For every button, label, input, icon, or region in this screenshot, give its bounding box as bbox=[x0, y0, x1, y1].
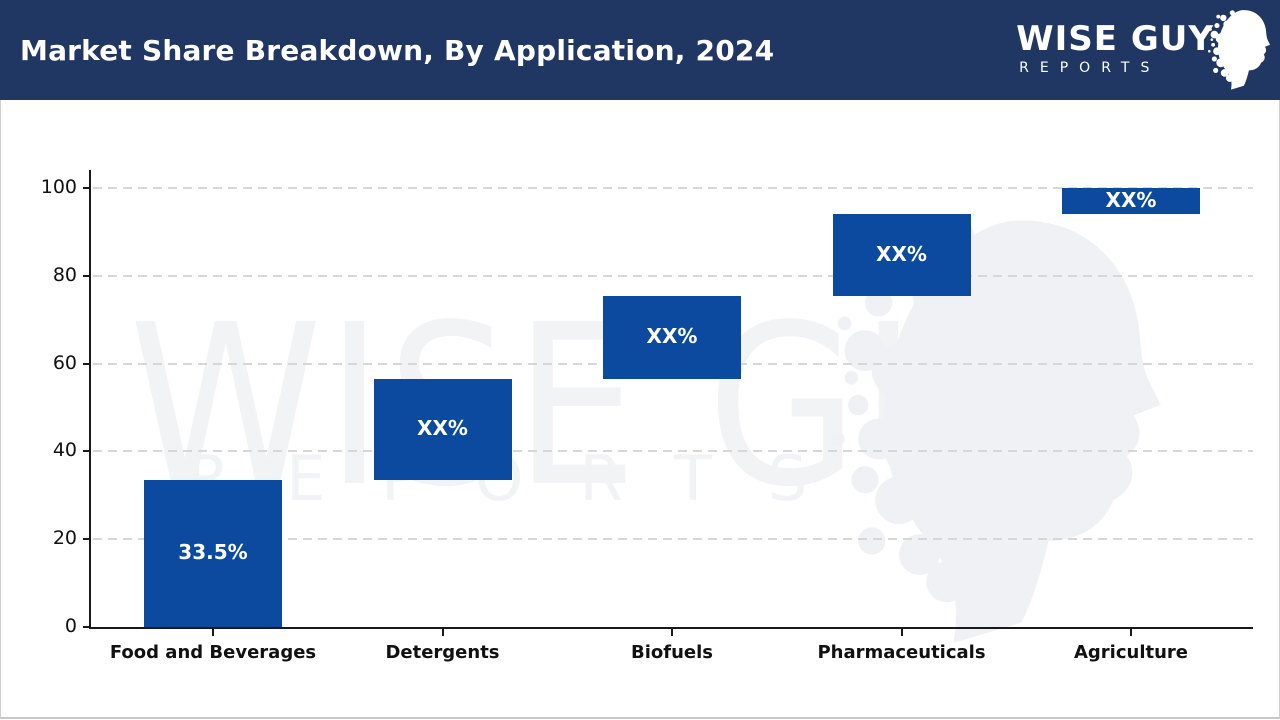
bar-value-label-detergents: XX% bbox=[417, 416, 468, 441]
wiseguy-logo-text: WISE GUY REPORTS bbox=[1016, 22, 1214, 76]
bar-food-and-beverages bbox=[144, 479, 282, 627]
y-tick-100 bbox=[83, 187, 91, 189]
x-tick-agriculture bbox=[1130, 629, 1132, 636]
axis-left-spine bbox=[89, 170, 91, 629]
x-tick-label-detergents: Detergents bbox=[385, 642, 500, 663]
y-tick-80 bbox=[83, 274, 91, 277]
logo-sub-label: REPORTS bbox=[1019, 60, 1161, 76]
x-tick-label-agriculture: Agriculture bbox=[1073, 642, 1189, 663]
header-bar: Market Share Breakdown, By Application, … bbox=[0, 0, 1280, 100]
bar-detergents bbox=[373, 378, 512, 480]
bar-value-label-agriculture: XX% bbox=[1105, 188, 1157, 213]
plot-area: WISE GUY REPORTS 0 20 40 60 80 100 33.5% Food a… bbox=[0, 100, 1280, 719]
logo-name-label: WISE GUY bbox=[1016, 19, 1214, 59]
bar-value-label-pharmaceuticals: XX% bbox=[876, 241, 927, 266]
y-tick-label-0: 0 bbox=[64, 615, 77, 637]
x-tick-food-and-beverages bbox=[212, 629, 214, 636]
y-tick-label-80: 80 bbox=[52, 263, 77, 286]
x-tick-biofuels bbox=[671, 629, 673, 636]
x-tick-label-food-and-beverages: Food and Beverages bbox=[109, 642, 317, 663]
bar-pharmaceuticals bbox=[832, 214, 971, 296]
gridline-20 bbox=[93, 538, 1253, 541]
y-tick-0 bbox=[83, 626, 91, 628]
axis-bottom-spine bbox=[89, 627, 1253, 629]
x-tick-label-pharmaceuticals: Pharmaceuticals bbox=[817, 642, 986, 663]
y-tick-20 bbox=[83, 538, 91, 541]
page-title: Market Share Breakdown, By Application, … bbox=[20, 33, 775, 67]
bar-biofuels bbox=[603, 295, 741, 379]
bar-agriculture bbox=[1062, 188, 1200, 215]
watermark-sub-text: REPORTS bbox=[187, 442, 864, 515]
bar-value-label-biofuels: XX% bbox=[646, 324, 698, 349]
bar-value-label-food-and-beverages: 33.5% bbox=[178, 540, 248, 565]
gridline-80 bbox=[93, 274, 1253, 277]
gridline-100 bbox=[93, 187, 1253, 189]
y-tick-label-40: 40 bbox=[52, 439, 77, 462]
x-tick-detergents bbox=[441, 629, 444, 636]
y-tick-60 bbox=[83, 362, 91, 365]
y-tick-label-20: 20 bbox=[52, 527, 77, 550]
y-tick-40 bbox=[83, 450, 91, 453]
y-tick-label-60: 60 bbox=[52, 351, 77, 374]
gridline-40 bbox=[93, 450, 1253, 453]
x-tick-pharmaceuticals bbox=[900, 629, 903, 636]
x-tick-label-biofuels: Biofuels bbox=[631, 642, 713, 663]
wiseguy-head-icon bbox=[1208, 10, 1271, 90]
wiseguy-logo: WISE GUY REPORTS bbox=[1016, 6, 1272, 90]
y-tick-label-100: 100 bbox=[40, 176, 77, 198]
